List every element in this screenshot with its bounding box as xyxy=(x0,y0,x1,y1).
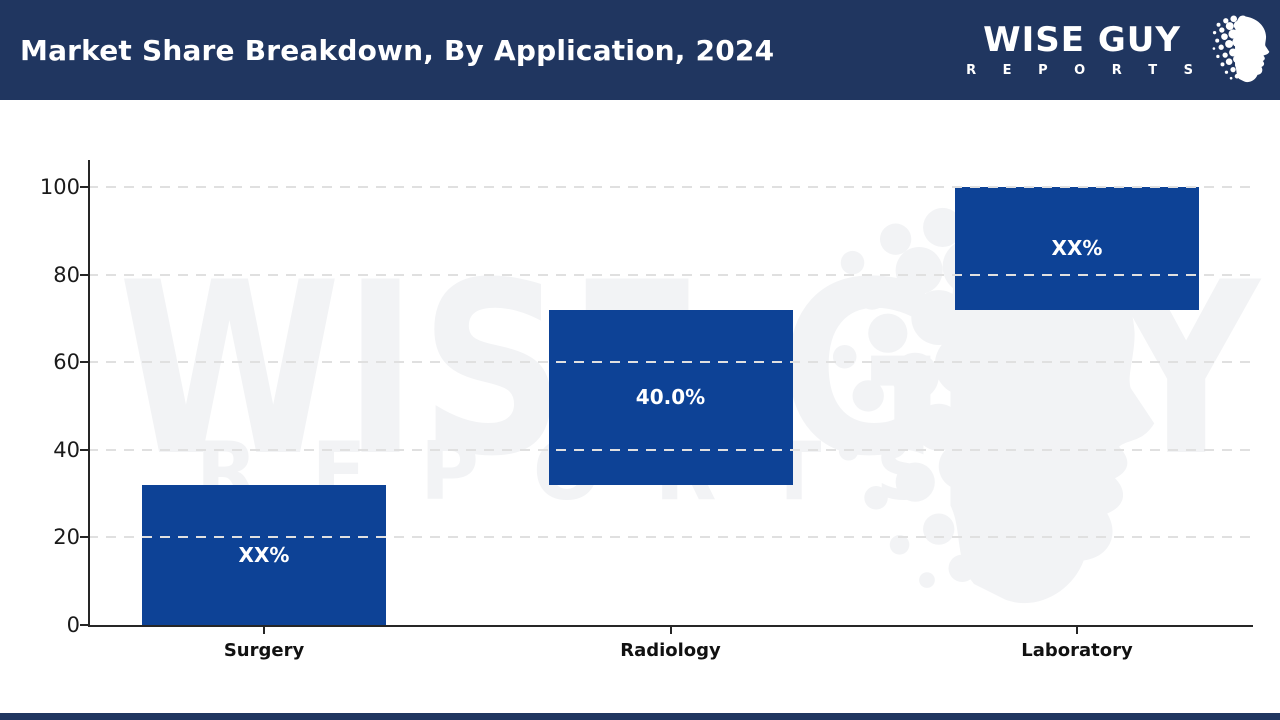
y-tick-mark xyxy=(80,361,88,364)
y-tick-mark xyxy=(80,448,88,451)
y-tick-mark xyxy=(80,624,88,626)
bar-radiology xyxy=(548,309,793,485)
y-tick-mark xyxy=(80,536,88,539)
page-title: Market Share Breakdown, By Application, … xyxy=(20,33,775,67)
y-tick-label: 40 xyxy=(53,437,80,462)
header-bar: Market Share Breakdown, By Application, … xyxy=(0,0,1280,100)
x-axis-label-surgery: Surgery xyxy=(223,640,305,661)
bar-label-laboratory: XX% xyxy=(1051,236,1103,261)
x-axis-label-laboratory: Laboratory xyxy=(1021,640,1133,661)
logo-face-icon xyxy=(1212,15,1270,82)
logo-reports-label: R E P O R T S xyxy=(966,62,1204,78)
y-tick-mark xyxy=(80,186,88,188)
x-axis-line xyxy=(88,625,1253,627)
bar-surgery xyxy=(142,484,386,625)
x-tick-mark xyxy=(263,627,265,634)
y-tick-mark xyxy=(80,273,88,276)
x-tick-mark xyxy=(1076,627,1078,634)
bar-label-surgery: XX% xyxy=(238,542,290,567)
y-tick-label: 20 xyxy=(53,525,80,550)
y-tick-label: 0 xyxy=(66,613,80,637)
x-tick-mark xyxy=(669,627,672,634)
logo-wordmark: WISE GUY xyxy=(983,19,1181,60)
logo-text: WISE GUY R E P O R T S xyxy=(960,23,1204,78)
y-tick-label: 60 xyxy=(53,350,80,375)
y-tick-label: 100 xyxy=(39,175,80,199)
y-axis-line xyxy=(88,160,90,627)
wise-guy-reports-logo: WISE GUY R E P O R T S xyxy=(960,14,1272,87)
y-tick-label: 80 xyxy=(53,262,80,287)
bar-label-radiology: 40.0% xyxy=(635,385,706,410)
x-axis-label-radiology: Radiology xyxy=(620,640,721,661)
footer-bar xyxy=(0,713,1280,720)
